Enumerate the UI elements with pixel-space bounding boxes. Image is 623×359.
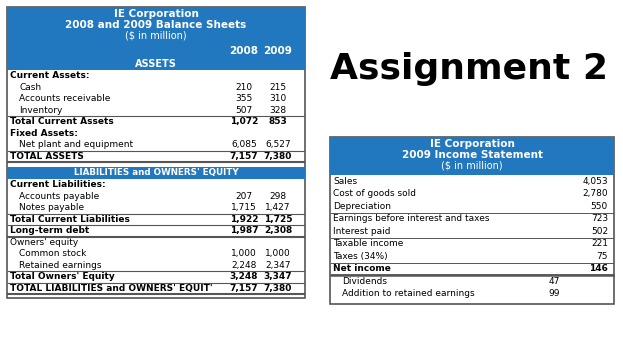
Text: 2,780: 2,780 [583, 189, 608, 198]
Text: 723: 723 [591, 214, 608, 223]
Text: 6,085: 6,085 [231, 140, 257, 149]
Text: Cash: Cash [19, 83, 41, 92]
Text: 853: 853 [269, 117, 287, 126]
Text: ($ in million): ($ in million) [125, 31, 187, 41]
Text: 1,000: 1,000 [231, 249, 257, 258]
Text: TOTAL LIABILITIES and OWNERS' EQUIT': TOTAL LIABILITIES and OWNERS' EQUIT' [10, 284, 212, 293]
Text: 1,715: 1,715 [231, 203, 257, 212]
Text: Current Liabilities:: Current Liabilities: [10, 180, 106, 189]
Bar [7, 45, 305, 58]
Bar [7, 7, 305, 45]
Text: Total Current Liabilities: Total Current Liabilities [10, 215, 130, 224]
Text: 2,248: 2,248 [231, 261, 257, 270]
Text: 310: 310 [269, 94, 287, 103]
Text: Notes payable: Notes payable [19, 203, 84, 212]
Text: 298: 298 [269, 192, 287, 201]
Bar [330, 137, 614, 175]
Text: 7,157: 7,157 [230, 152, 259, 161]
Text: Retained earnings: Retained earnings [19, 261, 102, 270]
Text: 1,072: 1,072 [230, 117, 258, 126]
Text: 3,248: 3,248 [230, 272, 259, 281]
Text: 1,725: 1,725 [264, 215, 292, 224]
Text: Taxes (34%): Taxes (34%) [333, 252, 388, 261]
Text: 99: 99 [548, 289, 560, 298]
Text: 1,987: 1,987 [230, 226, 259, 235]
Text: 550: 550 [591, 202, 608, 211]
Text: 1,922: 1,922 [230, 215, 259, 224]
Text: 146: 146 [589, 264, 608, 273]
Text: 502: 502 [591, 227, 608, 236]
Text: Cost of goods sold: Cost of goods sold [333, 189, 416, 198]
Text: 7,380: 7,380 [264, 284, 292, 293]
Text: 75: 75 [596, 252, 608, 261]
Text: 215: 215 [269, 83, 287, 92]
Text: Earnings before interest and taxes: Earnings before interest and taxes [333, 214, 490, 223]
Text: ASSETS: ASSETS [135, 59, 177, 69]
Text: 2009 Income Statement: 2009 Income Statement [401, 150, 543, 160]
Text: 207: 207 [235, 192, 252, 201]
Text: IE Corporation: IE Corporation [113, 9, 199, 19]
Text: Accounts payable: Accounts payable [19, 192, 99, 201]
Text: Long-term debt: Long-term debt [10, 226, 89, 235]
Text: Interest paid: Interest paid [333, 227, 391, 236]
Text: ($ in million): ($ in million) [441, 161, 503, 171]
Text: Net income: Net income [333, 264, 391, 273]
Text: 328: 328 [269, 106, 287, 115]
Text: 47: 47 [549, 277, 560, 286]
Text: 2,308: 2,308 [264, 226, 292, 235]
Bar [7, 167, 305, 179]
Text: Net plant and equipment: Net plant and equipment [19, 140, 133, 149]
Text: 355: 355 [235, 94, 252, 103]
Text: Current Assets:: Current Assets: [10, 71, 90, 80]
Text: Total Current Assets: Total Current Assets [10, 117, 114, 126]
Text: 4,053: 4,053 [583, 177, 608, 186]
Text: 1,000: 1,000 [265, 249, 291, 258]
Text: 6,527: 6,527 [265, 140, 291, 149]
Text: TOTAL ASSETS: TOTAL ASSETS [10, 152, 84, 161]
Text: 2009: 2009 [264, 47, 292, 56]
Text: LIABILITIES and OWNERS' EQUITY: LIABILITIES and OWNERS' EQUITY [74, 168, 239, 177]
Bar [7, 58, 305, 70]
Text: Taxable income: Taxable income [333, 239, 403, 248]
Text: 2008 and 2009 Balance Sheets: 2008 and 2009 Balance Sheets [65, 20, 247, 30]
Text: Owners' equity: Owners' equity [10, 238, 78, 247]
Text: Assignment 2: Assignment 2 [330, 52, 608, 86]
Text: Accounts receivable: Accounts receivable [19, 94, 110, 103]
Text: 2,347: 2,347 [265, 261, 291, 270]
Text: Fixed Assets:: Fixed Assets: [10, 129, 78, 138]
Text: Sales: Sales [333, 177, 357, 186]
Bar [7, 7, 305, 298]
Text: Inventory: Inventory [19, 106, 62, 115]
Text: 1,427: 1,427 [265, 203, 291, 212]
Bar [330, 137, 614, 304]
Text: Dividends: Dividends [342, 277, 387, 286]
Text: Total Owners' Equity: Total Owners' Equity [10, 272, 115, 281]
Text: 7,380: 7,380 [264, 152, 292, 161]
Text: Addition to retained earnings: Addition to retained earnings [342, 289, 475, 298]
Text: 2008: 2008 [229, 47, 259, 56]
Text: IE Corporation: IE Corporation [430, 139, 515, 149]
Text: Common stock: Common stock [19, 249, 87, 258]
Text: 7,157: 7,157 [230, 284, 259, 293]
Text: 3,347: 3,347 [264, 272, 292, 281]
Text: 507: 507 [235, 106, 252, 115]
Text: 221: 221 [591, 239, 608, 248]
Text: 210: 210 [235, 83, 252, 92]
Text: Depreciation: Depreciation [333, 202, 391, 211]
